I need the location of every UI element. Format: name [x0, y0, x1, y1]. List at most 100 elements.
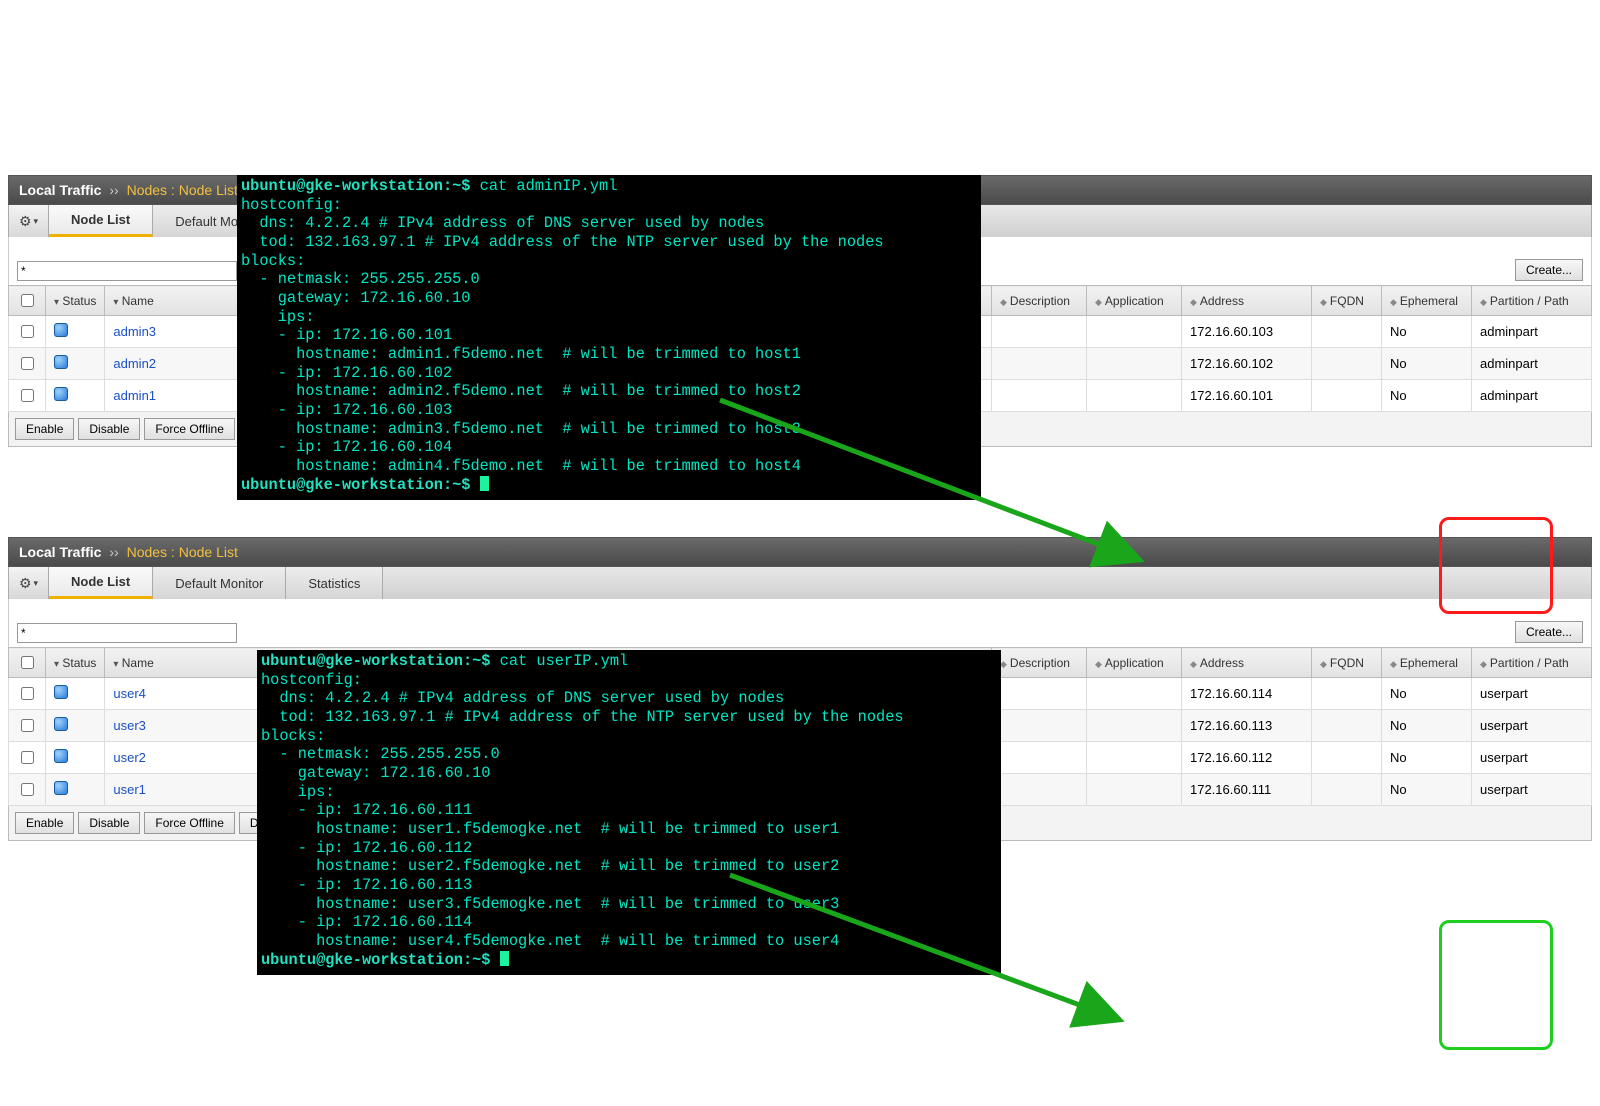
node-name-link[interactable]: admin2	[113, 356, 156, 371]
cell-ephemeral: No	[1382, 348, 1472, 380]
cell-address: 172.16.60.101	[1182, 380, 1312, 412]
col-partition-path[interactable]: ◆Partition / Path	[1472, 648, 1592, 678]
status-icon	[54, 717, 68, 731]
row-checkbox[interactable]	[21, 687, 34, 700]
cell-address: 172.16.60.113	[1182, 710, 1312, 742]
cell-ephemeral: No	[1382, 742, 1472, 774]
filter-row: Create...	[8, 599, 1592, 647]
cell-application	[1087, 316, 1182, 348]
tab-statistics[interactable]: Statistics	[286, 567, 383, 599]
cell-fqdn	[1312, 348, 1382, 380]
cell-description	[992, 316, 1087, 348]
cell-partition: userpart	[1472, 710, 1592, 742]
node-name-link[interactable]: user4	[113, 686, 146, 701]
cell-ephemeral: No	[1382, 380, 1472, 412]
cell-ephemeral: No	[1382, 710, 1472, 742]
node-name-link[interactable]: admin3	[113, 324, 156, 339]
col-application[interactable]: ◆Application	[1087, 648, 1182, 678]
create-button[interactable]: Create...	[1515, 259, 1583, 281]
status-icon	[54, 323, 68, 337]
col-fqdn[interactable]: ◆FQDN	[1312, 648, 1382, 678]
status-icon	[54, 685, 68, 699]
col-status[interactable]: ▾ Status	[46, 648, 105, 678]
cell-fqdn	[1312, 678, 1382, 710]
cell-address: 172.16.60.102	[1182, 348, 1312, 380]
cell-partition: adminpart	[1472, 380, 1592, 412]
status-icon	[54, 749, 68, 763]
node-name-link[interactable]: user2	[113, 750, 146, 765]
breadcrumb-path: Nodes : Node List	[127, 544, 238, 560]
col-checkbox[interactable]	[9, 286, 46, 316]
enable-button[interactable]: Enable	[15, 812, 74, 834]
cell-ephemeral: No	[1382, 774, 1472, 806]
cell-address: 172.16.60.112	[1182, 742, 1312, 774]
node-name-link[interactable]: admin1	[113, 388, 156, 403]
force-offline-button[interactable]: Force Offline	[144, 812, 234, 834]
row-checkbox[interactable]	[21, 783, 34, 796]
cell-application	[1087, 348, 1182, 380]
row-checkbox[interactable]	[21, 719, 34, 732]
select-all-checkbox[interactable]	[21, 294, 34, 307]
highlight-user	[1439, 920, 1553, 1050]
cell-fqdn	[1312, 710, 1382, 742]
row-checkbox[interactable]	[21, 389, 34, 402]
row-checkbox[interactable]	[21, 357, 34, 370]
terminal-admin: ubuntu@gke-workstation:~$ cat adminIP.ym…	[237, 175, 981, 500]
disable-button[interactable]: Disable	[78, 812, 140, 834]
force-offline-button[interactable]: Force Offline	[144, 418, 234, 440]
cell-address: 172.16.60.114	[1182, 678, 1312, 710]
cell-partition: userpart	[1472, 678, 1592, 710]
cell-application	[1087, 774, 1182, 806]
col-address[interactable]: ◆Address	[1182, 286, 1312, 316]
col-ephemeral[interactable]: ◆Ephemeral	[1382, 648, 1472, 678]
col-application[interactable]: ◆Application	[1087, 286, 1182, 316]
disable-button[interactable]: Disable	[78, 418, 140, 440]
cell-address: 172.16.60.103	[1182, 316, 1312, 348]
col-address[interactable]: ◆Address	[1182, 648, 1312, 678]
cell-application	[1087, 678, 1182, 710]
col-partition-path[interactable]: ◆Partition / Path	[1472, 286, 1592, 316]
row-checkbox[interactable]	[21, 751, 34, 764]
enable-button[interactable]: Enable	[15, 418, 74, 440]
col-checkbox[interactable]	[9, 648, 46, 678]
tab-node-list[interactable]: Node List	[49, 205, 153, 237]
cell-partition: adminpart	[1472, 348, 1592, 380]
gear-icon[interactable]: ⚙ ▾	[9, 567, 49, 599]
breadcrumb-root: Local Traffic	[19, 544, 101, 560]
cell-description	[992, 710, 1087, 742]
breadcrumb: Local Traffic ›› Nodes : Node List	[8, 537, 1592, 567]
terminal-user: ubuntu@gke-workstation:~$ cat userIP.yml…	[257, 650, 1001, 975]
cell-application	[1087, 710, 1182, 742]
row-checkbox[interactable]	[21, 325, 34, 338]
tab-bar: ⚙ ▾Node ListDefault MonitorStatistics	[8, 567, 1592, 599]
search-input[interactable]	[17, 623, 237, 643]
col-status[interactable]: ▾ Status	[46, 286, 105, 316]
cell-description	[992, 742, 1087, 774]
cell-description	[992, 774, 1087, 806]
cell-description	[992, 348, 1087, 380]
col-description[interactable]: ◆Description	[992, 286, 1087, 316]
node-name-link[interactable]: user3	[113, 718, 146, 733]
col-ephemeral[interactable]: ◆Ephemeral	[1382, 286, 1472, 316]
cell-partition: adminpart	[1472, 316, 1592, 348]
tab-default-monitor[interactable]: Default Monitor	[153, 567, 286, 599]
select-all-checkbox[interactable]	[21, 656, 34, 669]
gear-icon[interactable]: ⚙ ▾	[9, 205, 49, 237]
node-name-link[interactable]: user1	[113, 782, 146, 797]
create-button[interactable]: Create...	[1515, 621, 1583, 643]
cell-address: 172.16.60.111	[1182, 774, 1312, 806]
cell-partition: userpart	[1472, 742, 1592, 774]
cell-partition: userpart	[1472, 774, 1592, 806]
search-input[interactable]	[17, 261, 237, 281]
cell-fqdn	[1312, 316, 1382, 348]
status-icon	[54, 781, 68, 795]
cell-fqdn	[1312, 774, 1382, 806]
col-fqdn[interactable]: ◆FQDN	[1312, 286, 1382, 316]
cell-description	[992, 678, 1087, 710]
cell-application	[1087, 742, 1182, 774]
breadcrumb-root: Local Traffic	[19, 182, 101, 198]
cell-fqdn	[1312, 742, 1382, 774]
status-icon	[54, 355, 68, 369]
col-description[interactable]: ◆Description	[992, 648, 1087, 678]
tab-node-list[interactable]: Node List	[49, 567, 153, 599]
